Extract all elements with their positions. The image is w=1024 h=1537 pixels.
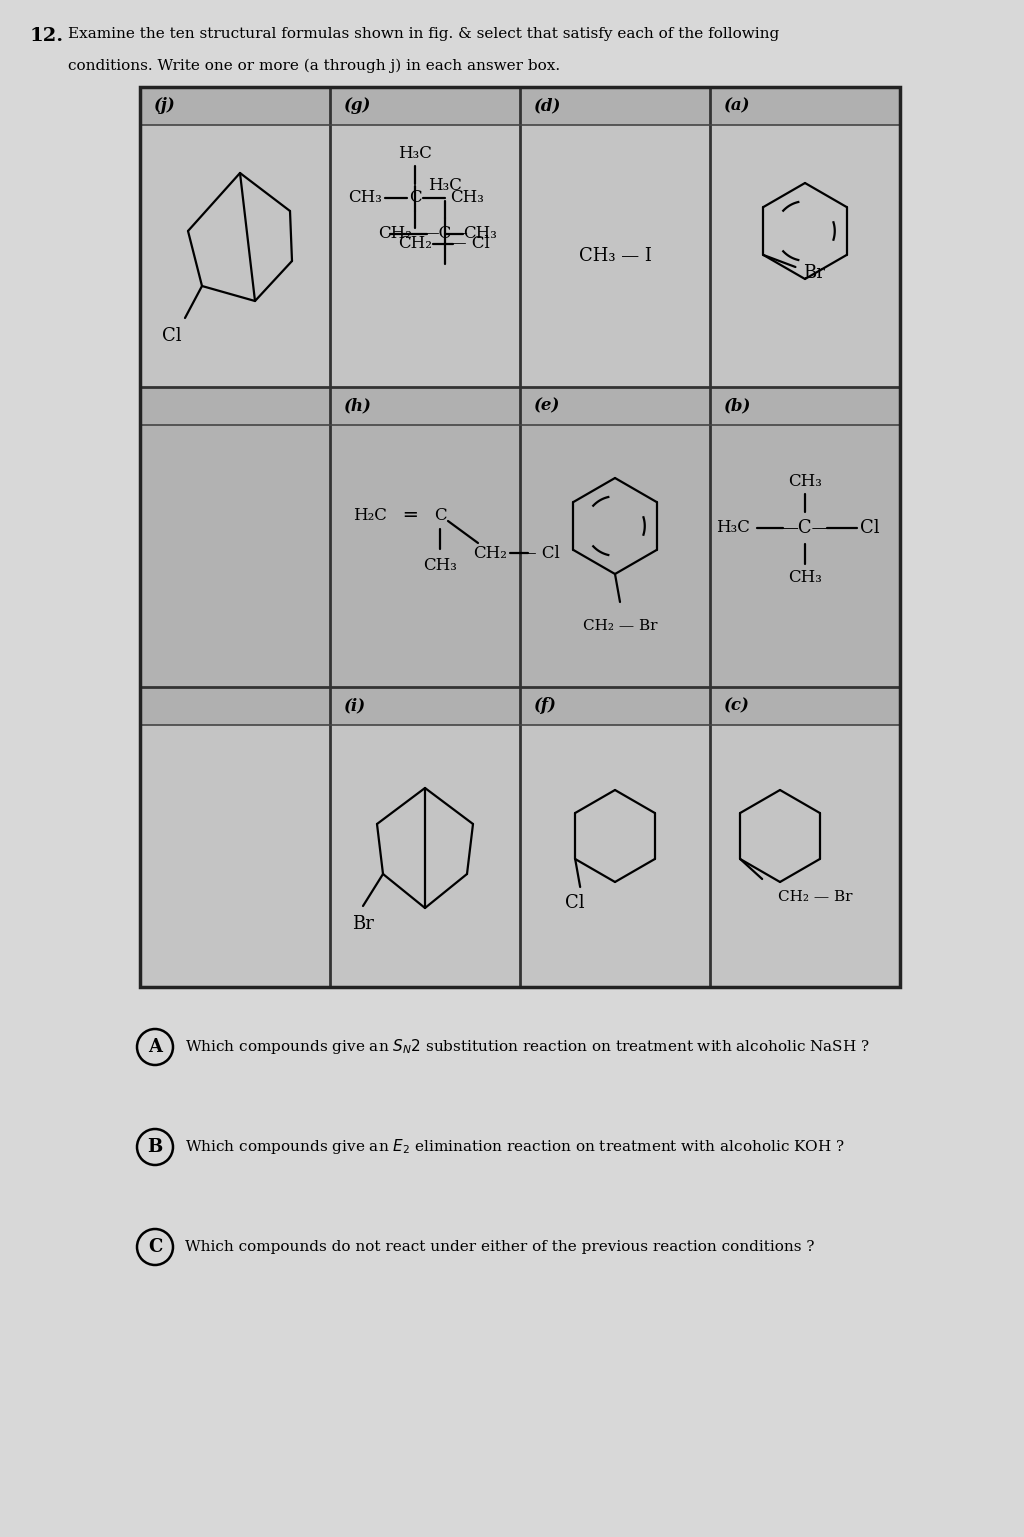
Text: A: A bbox=[148, 1037, 162, 1056]
Text: H₃C: H₃C bbox=[428, 177, 462, 195]
Text: Cl: Cl bbox=[860, 520, 880, 536]
Text: H₃C: H₃C bbox=[716, 520, 750, 536]
Text: CH₃: CH₃ bbox=[423, 558, 457, 575]
Text: (e): (e) bbox=[534, 398, 560, 415]
Text: Which compounds give an $E_{2}$ elimination reaction on treatment with alcoholic: Which compounds give an $E_{2}$ eliminat… bbox=[185, 1137, 845, 1156]
Bar bbox=[140, 387, 900, 426]
Text: Cl: Cl bbox=[565, 895, 585, 911]
Text: Br: Br bbox=[804, 264, 825, 281]
Text: CH₃: CH₃ bbox=[788, 570, 822, 587]
Text: CH₂: CH₂ bbox=[378, 226, 412, 243]
Text: CH₂: CH₂ bbox=[473, 544, 507, 561]
Bar bbox=[140, 387, 900, 687]
Text: ═: ═ bbox=[404, 507, 416, 526]
Text: Which compounds give an $S_{N}2$ substitution reaction on treatment with alcohol: Which compounds give an $S_{N}2$ substit… bbox=[185, 1037, 870, 1056]
Text: (b): (b) bbox=[724, 398, 752, 415]
Text: — Cl: — Cl bbox=[520, 544, 560, 561]
Text: CH₂ — Br: CH₂ — Br bbox=[583, 619, 657, 633]
Text: Which compounds do not react under either of the previous reaction conditions ?: Which compounds do not react under eithe… bbox=[185, 1240, 814, 1254]
Text: C: C bbox=[434, 507, 446, 524]
Text: —C—: —C— bbox=[780, 520, 829, 536]
Text: C: C bbox=[147, 1237, 162, 1256]
Bar bbox=[140, 687, 900, 987]
Text: (i): (i) bbox=[344, 698, 367, 715]
Text: Cl: Cl bbox=[162, 327, 182, 344]
Text: (h): (h) bbox=[344, 398, 372, 415]
Text: CH₃: CH₃ bbox=[788, 472, 822, 489]
Text: (f): (f) bbox=[534, 698, 557, 715]
Text: H₂C: H₂C bbox=[353, 507, 387, 524]
Bar bbox=[140, 88, 900, 387]
Text: (a): (a) bbox=[724, 97, 751, 114]
Text: H₃C: H₃C bbox=[398, 146, 432, 163]
Text: CH₃: CH₃ bbox=[348, 189, 382, 206]
Text: conditions. Write one or more (a through j) in each answer box.: conditions. Write one or more (a through… bbox=[68, 58, 560, 74]
Text: CH₂: CH₂ bbox=[398, 235, 432, 252]
Text: CH₃: CH₃ bbox=[463, 226, 497, 243]
Text: —C—: —C— bbox=[422, 226, 468, 243]
Text: CH₃: CH₃ bbox=[451, 189, 484, 206]
Text: C: C bbox=[409, 189, 421, 206]
Text: CH₂ — Br: CH₂ — Br bbox=[778, 890, 853, 904]
Bar bbox=[140, 88, 900, 124]
Text: B: B bbox=[147, 1137, 163, 1156]
Bar bbox=[140, 687, 900, 725]
Text: CH₃ — I: CH₃ — I bbox=[579, 247, 651, 264]
Bar bbox=[140, 88, 900, 987]
Text: — Cl: — Cl bbox=[451, 235, 489, 252]
Text: (c): (c) bbox=[724, 698, 750, 715]
Text: Br: Br bbox=[352, 915, 374, 933]
Text: 12.: 12. bbox=[30, 28, 65, 45]
Text: (j): (j) bbox=[154, 97, 176, 114]
Text: (g): (g) bbox=[344, 97, 372, 114]
Text: (d): (d) bbox=[534, 97, 561, 114]
Text: Examine the ten structural formulas shown in fig. & select that satisfy each of : Examine the ten structural formulas show… bbox=[68, 28, 779, 41]
